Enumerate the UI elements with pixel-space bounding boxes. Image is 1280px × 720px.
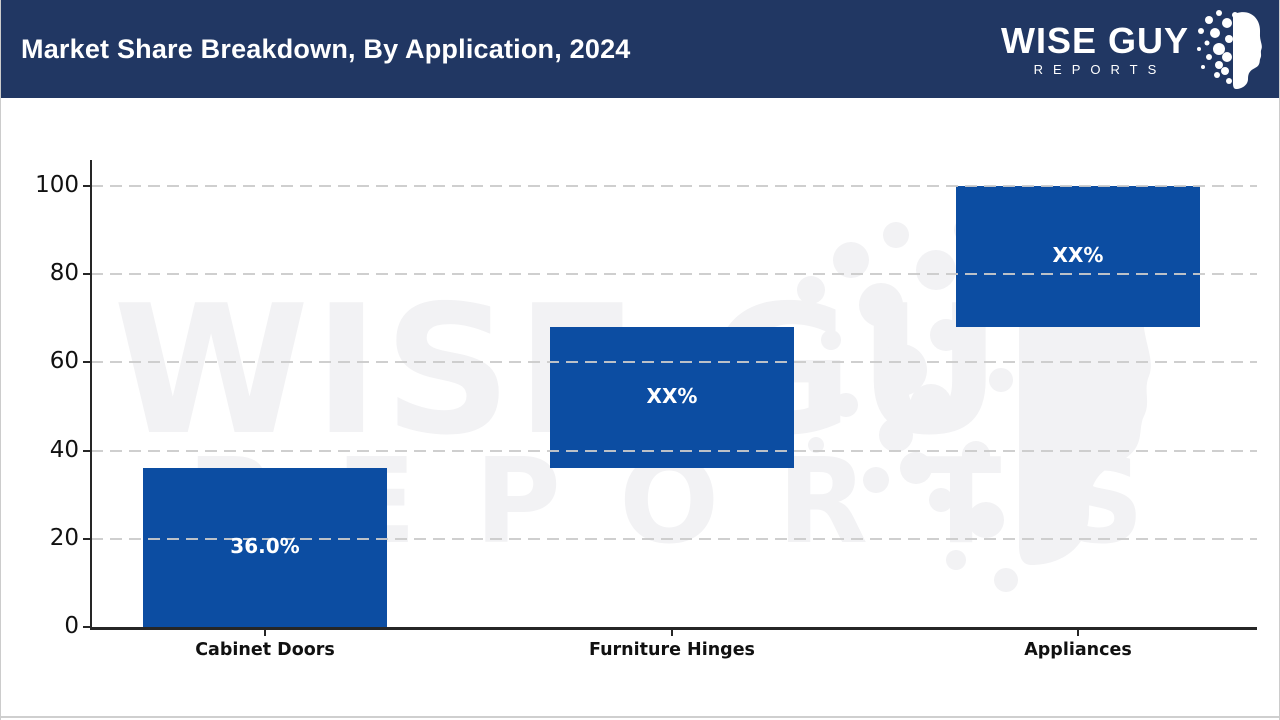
y-tick-label-20: 20 bbox=[49, 524, 79, 551]
x-category-label-appliances: Appliances bbox=[1024, 640, 1132, 660]
y-tick-mark-20 bbox=[83, 537, 91, 540]
y-tick-label-0: 0 bbox=[64, 613, 79, 639]
x-tick-mark-furniture-hinges bbox=[671, 630, 673, 636]
gridline-80 bbox=[91, 273, 1257, 276]
y-tick-mark-40 bbox=[83, 449, 91, 452]
x-category-label-furniture-hinges: Furniture Hinges bbox=[589, 640, 755, 660]
bar-cabinet-doors bbox=[143, 468, 387, 627]
x-tick-mark-appliances bbox=[1077, 630, 1079, 636]
bottom-divider bbox=[1, 716, 1279, 718]
y-tick-mark-80 bbox=[83, 273, 91, 276]
y-tick-mark-100 bbox=[83, 185, 91, 187]
gridline-100 bbox=[91, 185, 1257, 187]
y-tick-label-80: 80 bbox=[49, 260, 79, 287]
gridline-40 bbox=[91, 449, 1257, 452]
x-tick-mark-cabinet-doors bbox=[264, 630, 266, 636]
x-axis-line bbox=[90, 627, 1257, 630]
y-tick-mark-0 bbox=[83, 626, 91, 628]
y-tick-label-60: 60 bbox=[49, 348, 79, 375]
y-tick-label-100: 100 bbox=[35, 172, 79, 198]
logo-text: WISE GUY REPORTS bbox=[1000, 19, 1189, 77]
y-tick-mark-60 bbox=[83, 361, 91, 364]
bar-appliances bbox=[956, 186, 1200, 328]
y-tick-label-40: 40 bbox=[49, 436, 79, 463]
wiseguy-logo: WISE GUY REPORTS bbox=[1001, 7, 1265, 91]
logo-wordmark: WISE GUY bbox=[1000, 19, 1189, 61]
bar-label-cabinet-doors: 36.0% bbox=[230, 533, 300, 558]
gridline-60 bbox=[91, 361, 1257, 364]
bar-label-furniture-hinges: XX% bbox=[646, 383, 698, 408]
gridline-20 bbox=[91, 537, 1257, 540]
x-category-label-cabinet-doors: Cabinet Doors bbox=[195, 640, 335, 660]
bar-furniture-hinges bbox=[550, 327, 794, 469]
page-title: Market Share Breakdown, By Application, … bbox=[21, 33, 631, 64]
bar-label-appliances: XX% bbox=[1052, 242, 1104, 267]
wiseguy-face-icon bbox=[1197, 10, 1262, 89]
header: Market Share Breakdown, By Application, … bbox=[1, 0, 1279, 98]
logo-subtitle: REPORTS bbox=[1033, 61, 1167, 77]
y-axis-line bbox=[90, 160, 92, 630]
